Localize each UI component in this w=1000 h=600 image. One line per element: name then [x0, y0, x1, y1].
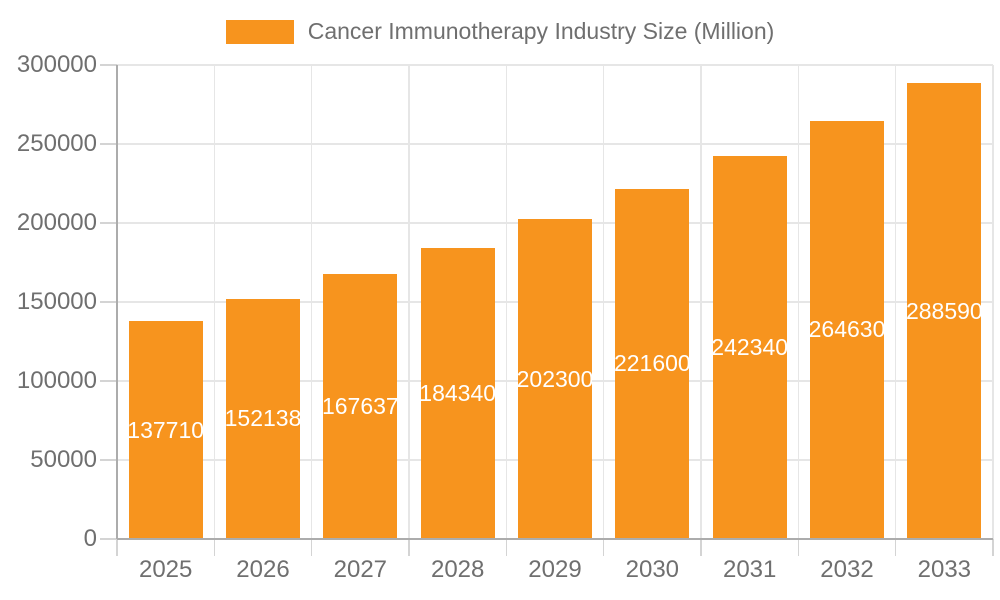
bar-2028[interactable]: 184340 — [420, 247, 495, 539]
v-gridline — [213, 65, 216, 539]
x-tick-mark — [213, 539, 216, 556]
y-tick-mark — [100, 538, 117, 540]
y-tick-mark — [100, 143, 117, 145]
bar-value-label: 137710 — [128, 416, 203, 443]
bar-value-label: 152138 — [226, 405, 300, 432]
x-tick-mark — [894, 539, 897, 556]
v-gridline — [700, 65, 702, 539]
y-axis-label: 250000 — [16, 130, 97, 157]
x-tick-mark — [310, 539, 313, 556]
x-axis-label: 2030 — [625, 556, 680, 583]
h-gridline — [117, 64, 993, 66]
y-tick-mark — [100, 459, 117, 461]
y-axis-label: 50000 — [30, 446, 97, 473]
bar-value-label: 221600 — [615, 350, 690, 377]
bar-2025[interactable]: 137710 — [128, 321, 203, 539]
h-gridline — [117, 143, 993, 145]
bar-2029[interactable]: 202300 — [518, 219, 592, 539]
x-axis-label: 2025 — [138, 556, 193, 583]
v-gridline — [992, 65, 994, 539]
y-tick-mark — [100, 380, 117, 382]
legend-label: Cancer Immunotherapy Industry Size (Mill… — [307, 18, 775, 44]
x-tick-mark — [116, 539, 118, 556]
x-tick-mark — [505, 539, 508, 556]
bar-value-label: 184340 — [420, 379, 495, 406]
y-axis-label: 300000 — [16, 51, 97, 78]
bar-2031[interactable]: 242340 — [712, 156, 787, 539]
v-gridline — [602, 65, 605, 539]
v-gridline — [310, 65, 313, 539]
y-tick-mark — [100, 301, 117, 303]
x-axis-label: 2026 — [236, 556, 290, 583]
bar-2033[interactable]: 288590 — [907, 83, 982, 539]
v-gridline — [894, 65, 897, 539]
y-axis-label: 0 — [83, 525, 97, 552]
x-tick-mark — [992, 539, 994, 556]
x-axis-line — [117, 538, 993, 540]
v-gridline — [408, 65, 410, 539]
bar-2030[interactable]: 221600 — [615, 188, 690, 539]
x-tick-mark — [797, 539, 800, 556]
x-tick-mark — [602, 539, 605, 556]
x-axis-label: 2033 — [917, 556, 972, 583]
y-axis-label: 100000 — [16, 367, 97, 394]
v-gridline — [797, 65, 800, 539]
bar-value-label: 288590 — [907, 297, 982, 324]
x-axis-label: 2028 — [430, 556, 485, 583]
x-axis-label: 2032 — [820, 556, 874, 583]
bar-value-label: 264630 — [810, 316, 884, 343]
x-axis-label: 2027 — [333, 556, 388, 583]
bar-2026[interactable]: 152138 — [226, 298, 300, 539]
bar-value-label: 242340 — [712, 334, 787, 361]
x-tick-mark — [700, 539, 702, 556]
x-axis-label: 2031 — [722, 556, 777, 583]
y-axis-line — [116, 65, 118, 539]
x-axis-label: 2029 — [528, 556, 582, 583]
bar-value-label: 202300 — [518, 365, 592, 392]
legend-item[interactable]: Cancer Immunotherapy Industry Size (Mill… — [0, 18, 1000, 45]
bar-value-label: 167637 — [323, 393, 398, 420]
bar-2027[interactable]: 167637 — [323, 274, 398, 539]
y-axis-label: 150000 — [16, 288, 97, 315]
y-axis-label: 200000 — [16, 209, 97, 236]
x-tick-mark — [408, 539, 410, 556]
y-tick-mark — [100, 222, 117, 224]
v-gridline — [505, 65, 508, 539]
legend-swatch — [225, 19, 294, 44]
bar-2032[interactable]: 264630 — [810, 120, 884, 539]
y-tick-mark — [100, 64, 117, 66]
